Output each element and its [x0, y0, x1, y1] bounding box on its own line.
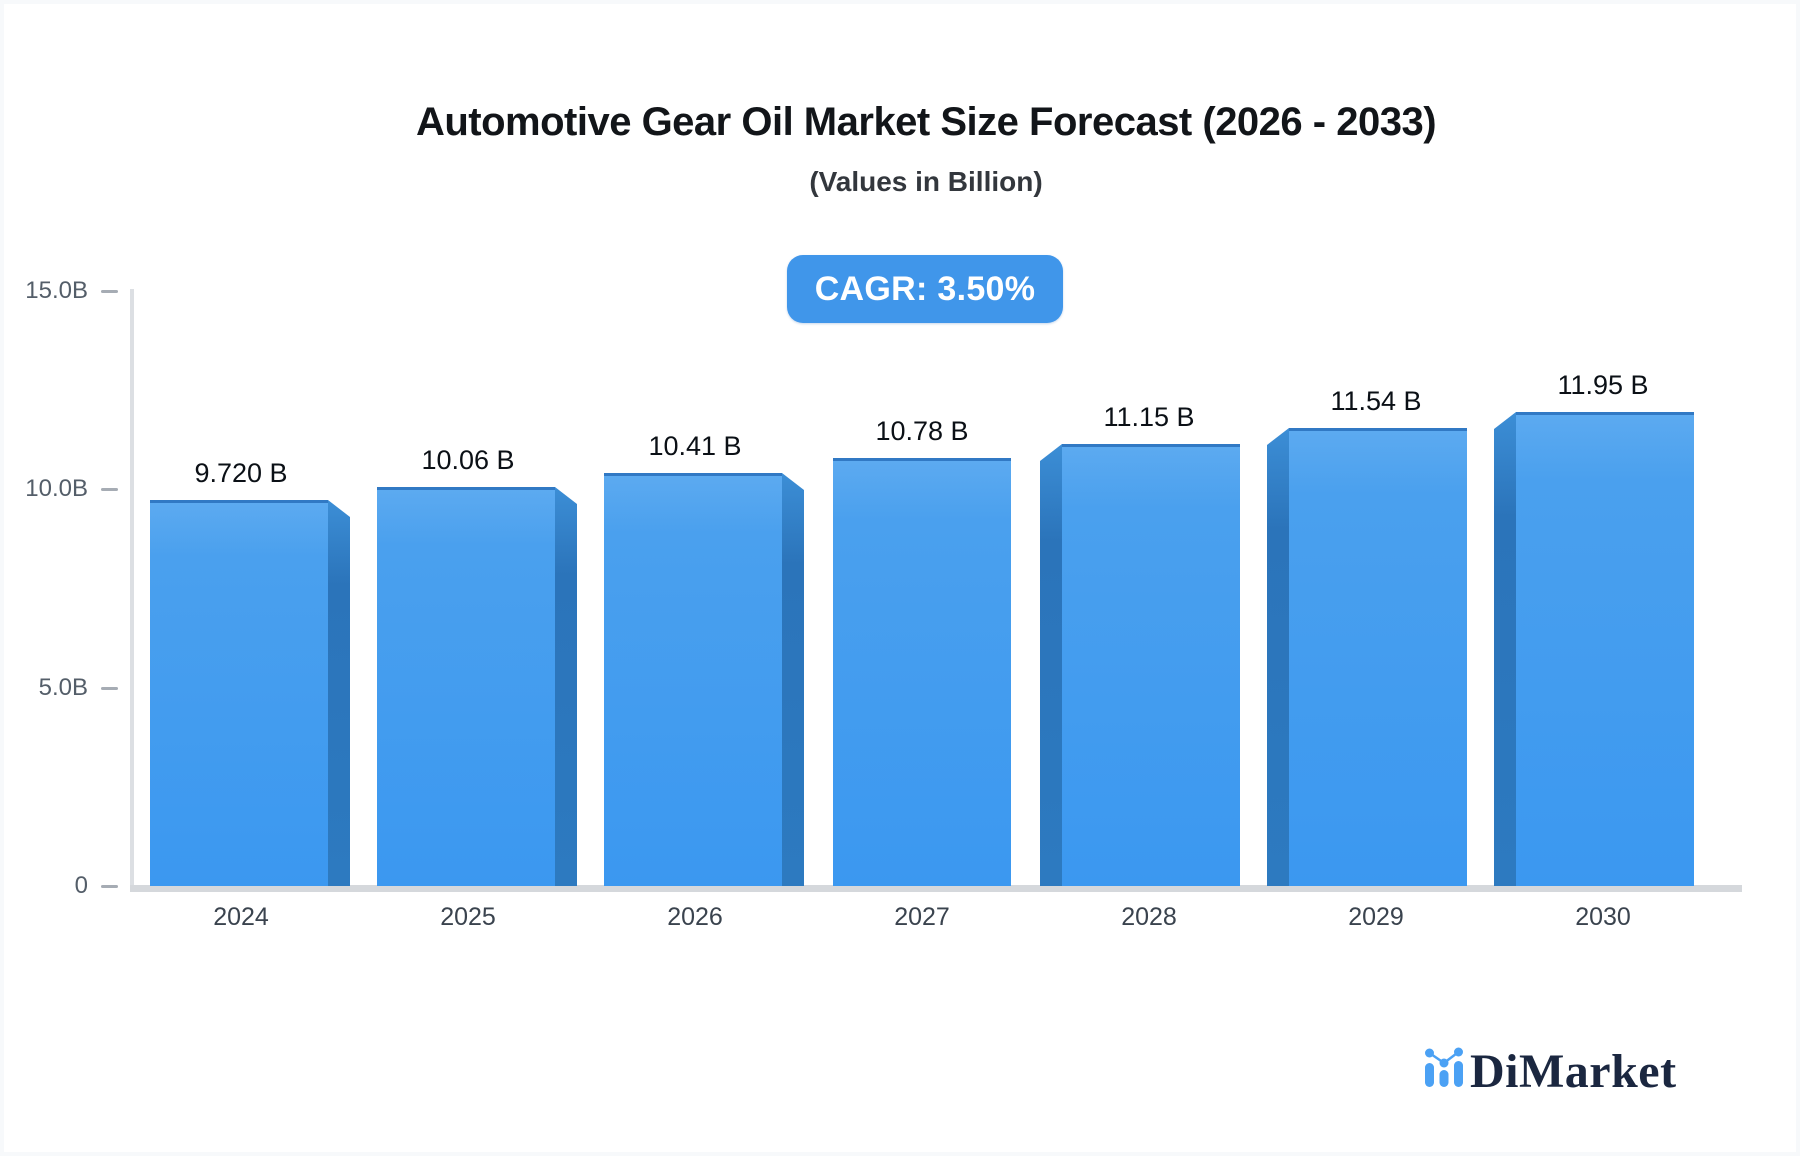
- y-axis-line: [130, 289, 134, 892]
- bar-side-face-2029: [1267, 428, 1289, 886]
- bar-value-label-2026: 10.41 B: [648, 431, 742, 461]
- y-tick-label: 15.0B: [25, 277, 88, 304]
- x-axis-baseline: [130, 885, 1742, 892]
- chart-subtitle: (Values in Billion): [809, 166, 1043, 197]
- bar-value-label-2030: 11.95 B: [1557, 370, 1649, 400]
- x-tick-label-2029: 2029: [1348, 903, 1404, 931]
- bar-chart-logo-icon: [1425, 1047, 1463, 1087]
- bar-2027: [833, 458, 1011, 886]
- bar-side-face-2030: [1494, 412, 1516, 886]
- bar-value-label-2029: 11.54 B: [1330, 386, 1422, 416]
- x-tick-label-2027: 2027: [894, 903, 950, 931]
- bar-side-face-2028: [1040, 444, 1062, 886]
- y-tick-label: 5.0B: [38, 673, 88, 701]
- bar-side-face-2024: [328, 500, 350, 886]
- x-tick-label-2030: 2030: [1575, 903, 1631, 931]
- brand-name: DiMarket: [1470, 1045, 1677, 1098]
- cagr-badge: CAGR: 3.50%: [787, 255, 1063, 323]
- bar-side-face-2025: [555, 487, 577, 886]
- chart-title: Automotive Gear Oil Market Size Forecast…: [415, 100, 1437, 144]
- y-tick-mark: [101, 290, 118, 293]
- y-tick-label: 0: [74, 872, 88, 899]
- bar-2028: [1062, 444, 1240, 886]
- x-tick-label-2024: 2024: [213, 903, 269, 931]
- bar-side-face-2026: [782, 473, 804, 886]
- x-tick-label-2026: 2026: [667, 903, 723, 931]
- y-tick-mark: [101, 686, 118, 690]
- bar-2025: [377, 487, 555, 886]
- x-tick-label-2025: 2025: [440, 903, 496, 931]
- bar-value-label-2027: 10.78 B: [875, 416, 969, 446]
- brand-logo: DiMarket: [1423, 1044, 1763, 1104]
- y-tick-label: 10.0B: [25, 475, 88, 503]
- y-tick-mark: [101, 885, 118, 888]
- bar-2029: [1289, 428, 1467, 886]
- x-tick-label-2028: 2028: [1121, 903, 1177, 931]
- bar-value-label-2028: 11.15 B: [1103, 402, 1195, 432]
- bar-2030: [1516, 412, 1694, 886]
- bar-value-label-2025: 10.06 B: [421, 445, 515, 475]
- y-tick-mark: [101, 488, 118, 492]
- bar-2024: [150, 500, 328, 886]
- bar-2026: [604, 473, 782, 886]
- bar-value-label-2024: 9.720 B: [194, 458, 288, 488]
- cagr-badge-label: CAGR: 3.50%: [814, 269, 1036, 308]
